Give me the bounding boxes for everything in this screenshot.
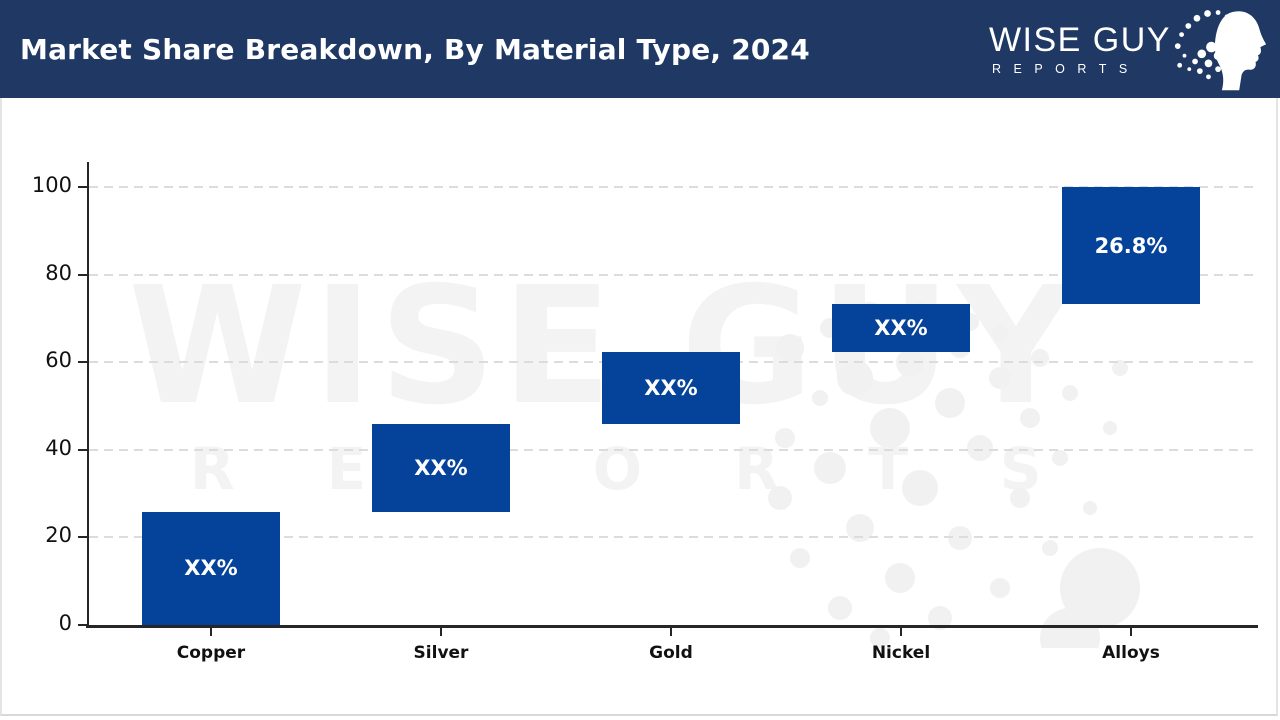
chart-area: WISE GUY REPORTS 0 20 40 60 80 100 XX% Coppe	[0, 98, 1280, 718]
bar-silver: XX%	[372, 423, 510, 512]
bar-copper: XX%	[142, 511, 280, 625]
gridline	[89, 273, 1255, 276]
y-tick-mark	[78, 273, 87, 276]
x-tick-mark	[440, 628, 442, 636]
x-category-label: Silver	[413, 643, 469, 663]
bar-value-label: XX%	[874, 316, 928, 341]
bar-alloys: 26.8%	[1062, 187, 1200, 305]
bar-value-label: 26.8%	[1094, 233, 1168, 258]
y-tick-label: 40	[45, 435, 72, 460]
x-axis-spine	[86, 625, 1258, 628]
gridline	[89, 448, 1255, 451]
y-tick-label: 20	[45, 523, 72, 548]
x-tick-mark	[210, 628, 212, 636]
logo-text: WISE GUY REPORTS	[989, 23, 1171, 76]
plot: 0 20 40 60 80 100 XX% Copper XX% Silver XX% Gold XX%…	[0, 98, 1280, 718]
logo-subtitle: REPORTS	[991, 61, 1140, 76]
report-header: Market Share Breakdown, By Material Type…	[0, 0, 1280, 98]
y-tick-mark	[78, 624, 87, 626]
y-tick-label: 60	[45, 348, 72, 373]
x-category-label: Gold	[649, 643, 693, 663]
y-tick-mark	[78, 186, 87, 188]
y-tick-label: 0	[58, 611, 72, 635]
gridline	[89, 536, 1255, 539]
y-tick-mark	[78, 448, 87, 451]
page-title: Market Share Breakdown, By Material Type…	[20, 32, 810, 66]
x-category-label: Copper	[176, 643, 246, 663]
bar-value-label: XX%	[644, 375, 698, 400]
bar-value-label: XX%	[184, 556, 238, 581]
gridline	[89, 186, 1255, 188]
x-category-label: Nickel	[871, 643, 931, 663]
x-category-label: Alloys	[1102, 643, 1160, 663]
bar-gold: XX%	[602, 352, 740, 424]
wiseguy-logo: WISE GUY REPORTS	[989, 6, 1268, 92]
y-tick-mark	[78, 361, 87, 364]
x-tick-mark	[670, 628, 672, 636]
x-tick-mark	[900, 628, 902, 636]
y-tick-label: 100	[31, 173, 72, 197]
bar-nickel: XX%	[832, 304, 970, 353]
x-tick-mark	[1130, 628, 1132, 636]
logo-wordmark: WISE GUY	[988, 20, 1171, 59]
bar-value-label: XX%	[414, 455, 468, 480]
y-tick-label: 80	[45, 260, 72, 285]
y-tick-mark	[78, 536, 87, 539]
logo-face-icon	[1174, 10, 1267, 91]
y-axis-spine	[87, 162, 89, 627]
